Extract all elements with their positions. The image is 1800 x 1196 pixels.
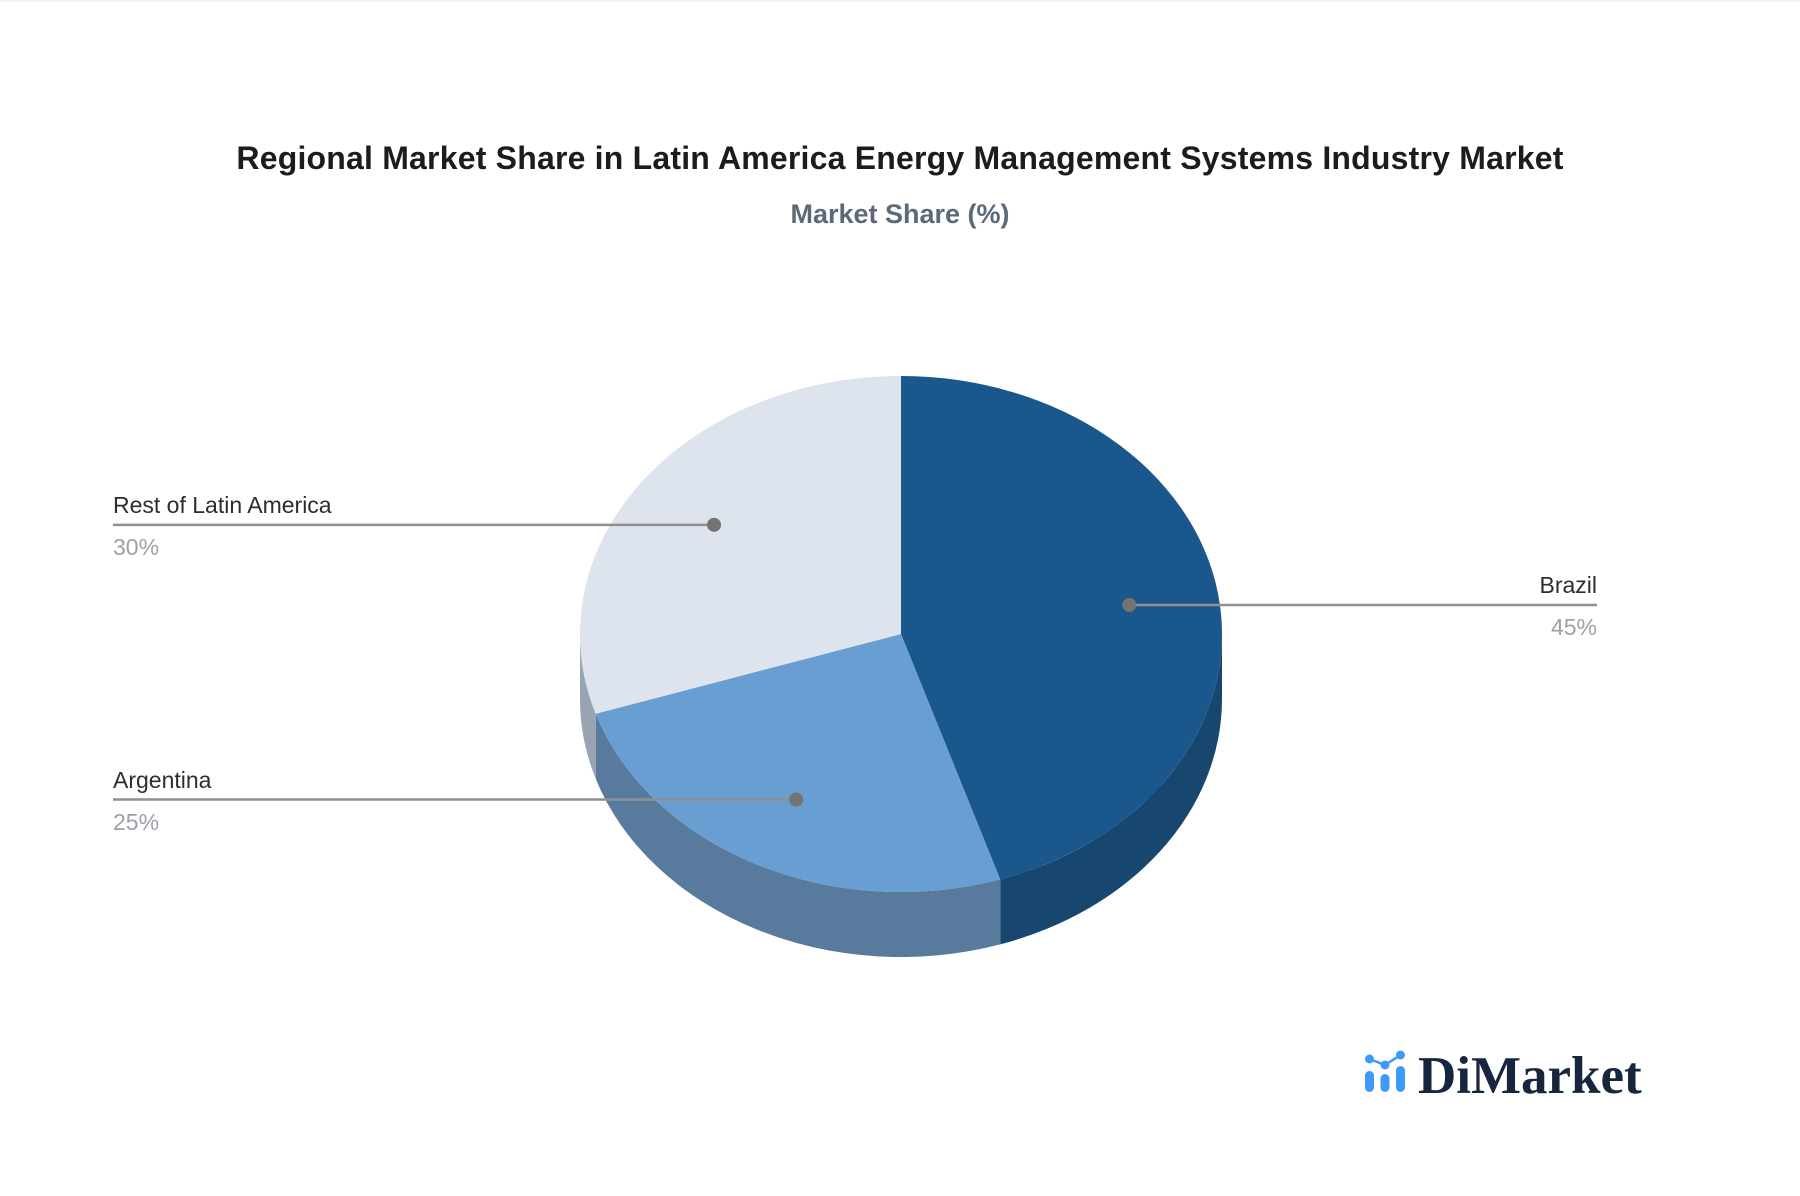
pie-slice-rest-of-latin-america-side: [580, 634, 596, 779]
pie-slice-rest-of-latin-america: [580, 376, 901, 714]
slice-name-rest-of-latin-america: Rest of Latin America: [113, 491, 332, 518]
pie-slice-brazil-side: [1000, 634, 1222, 945]
pie-slice-brazil: [901, 376, 1222, 880]
slice-name-brazil: Brazil: [1539, 571, 1597, 598]
chart-title: Regional Market Share in Latin America E…: [236, 140, 1564, 176]
dimarket-logo: DiMarket: [1363, 1048, 1642, 1103]
slice-label-argentina: Argentina 25%: [113, 766, 211, 836]
leader-dot-brazil: [1122, 597, 1137, 612]
slice-value-brazil: 45%: [1550, 613, 1597, 640]
pie-slice-argentina-side: [595, 713, 1001, 957]
pie-slice-argentina: [595, 634, 1001, 892]
slice-value-rest-of-latin-america: 30%: [113, 533, 160, 560]
bar-line-chart-icon: [1365, 1050, 1405, 1092]
dimarket-logo-text: DiMarket: [1418, 1047, 1642, 1105]
slice-label-rest-of-latin-america: Rest of Latin America 30%: [113, 491, 332, 561]
chart-subtitle: Market Share (%): [790, 199, 1010, 229]
slice-value-argentina: 25%: [113, 808, 160, 835]
slice-name-argentina: Argentina: [113, 766, 212, 793]
slice-label-brazil: Brazil 45%: [1539, 571, 1597, 641]
leader-dot-rest-of-latin-america: [707, 517, 722, 532]
leader-dot-argentina: [789, 792, 804, 807]
